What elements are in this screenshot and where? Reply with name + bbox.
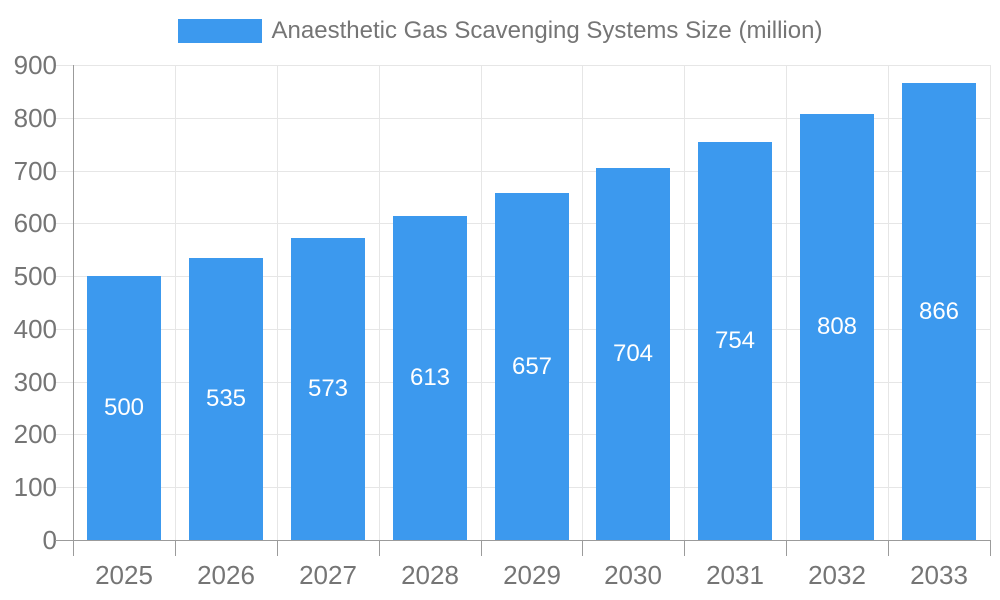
x-tick (786, 540, 787, 556)
y-gridline (73, 171, 990, 172)
bar-value-label: 573 (307, 375, 349, 402)
y-tick (55, 118, 73, 119)
x-gridline (786, 65, 787, 540)
x-tick (582, 540, 583, 556)
bar-2028 (393, 216, 467, 540)
x-axis-label: 2026 (197, 560, 255, 590)
y-axis-label: 100 (13, 472, 57, 502)
bar-2025 (87, 276, 161, 540)
y-axis-line (73, 65, 74, 556)
y-tick (55, 487, 73, 488)
x-tick (481, 540, 482, 556)
bar-2033 (902, 83, 976, 540)
bar-value-label: 704 (612, 340, 654, 367)
x-tick (990, 540, 991, 556)
bar-value-label: 808 (816, 313, 858, 340)
bar-2031 (698, 142, 772, 540)
x-axis-label: 2033 (910, 560, 968, 590)
y-axis-label: 800 (13, 103, 57, 133)
x-axis-label: 2028 (401, 560, 459, 590)
y-tick (55, 329, 73, 330)
bar-value-label: 535 (205, 385, 247, 412)
x-gridline (481, 65, 482, 540)
x-axis-label: 2031 (706, 560, 764, 590)
y-axis-label: 300 (13, 367, 57, 397)
x-gridline (175, 65, 176, 540)
x-gridline (582, 65, 583, 540)
bar-value-label: 866 (918, 298, 960, 325)
x-axis-label: 2032 (808, 560, 866, 590)
y-axis-label: 600 (13, 208, 57, 238)
y-tick (55, 276, 73, 277)
bar-value-label: 500 (103, 394, 145, 421)
y-axis-label: 400 (13, 314, 57, 344)
y-axis-label: 900 (13, 50, 57, 80)
x-tick (684, 540, 685, 556)
x-gridline (379, 65, 380, 540)
y-tick (55, 223, 73, 224)
y-axis-label: 500 (13, 261, 57, 291)
bar-2032 (800, 114, 874, 540)
x-axis-label: 2030 (604, 560, 662, 590)
y-tick (55, 434, 73, 435)
legend-label: Anaesthetic Gas Scavenging Systems Size … (271, 17, 823, 44)
y-tick (55, 382, 73, 383)
x-gridline (990, 65, 991, 540)
bar-2030 (596, 168, 670, 540)
y-axis-label: 200 (13, 419, 57, 449)
bar-value-label: 754 (714, 327, 756, 354)
y-axis-label: 0 (42, 525, 57, 555)
bar-2027 (291, 238, 365, 540)
x-axis-label: 2027 (299, 560, 357, 590)
bar-2029 (495, 193, 569, 540)
y-axis-label: 700 (13, 156, 57, 186)
bar-value-label: 613 (409, 364, 451, 391)
x-gridline (888, 65, 889, 540)
bar-2026 (189, 258, 263, 540)
x-axis-line (55, 540, 990, 541)
y-tick (55, 65, 73, 66)
y-tick (55, 171, 73, 172)
legend: Anaesthetic Gas Scavenging Systems Size … (0, 17, 1000, 45)
x-gridline (277, 65, 278, 540)
x-axis-label: 2029 (503, 560, 561, 590)
x-tick (175, 540, 176, 556)
x-tick (277, 540, 278, 556)
x-tick (379, 540, 380, 556)
bar-value-label: 657 (511, 353, 553, 380)
y-gridline (73, 65, 990, 66)
y-gridline (73, 118, 990, 119)
x-axis-label: 2025 (95, 560, 153, 590)
x-tick (888, 540, 889, 556)
x-gridline (684, 65, 685, 540)
legend-swatch (177, 19, 262, 43)
